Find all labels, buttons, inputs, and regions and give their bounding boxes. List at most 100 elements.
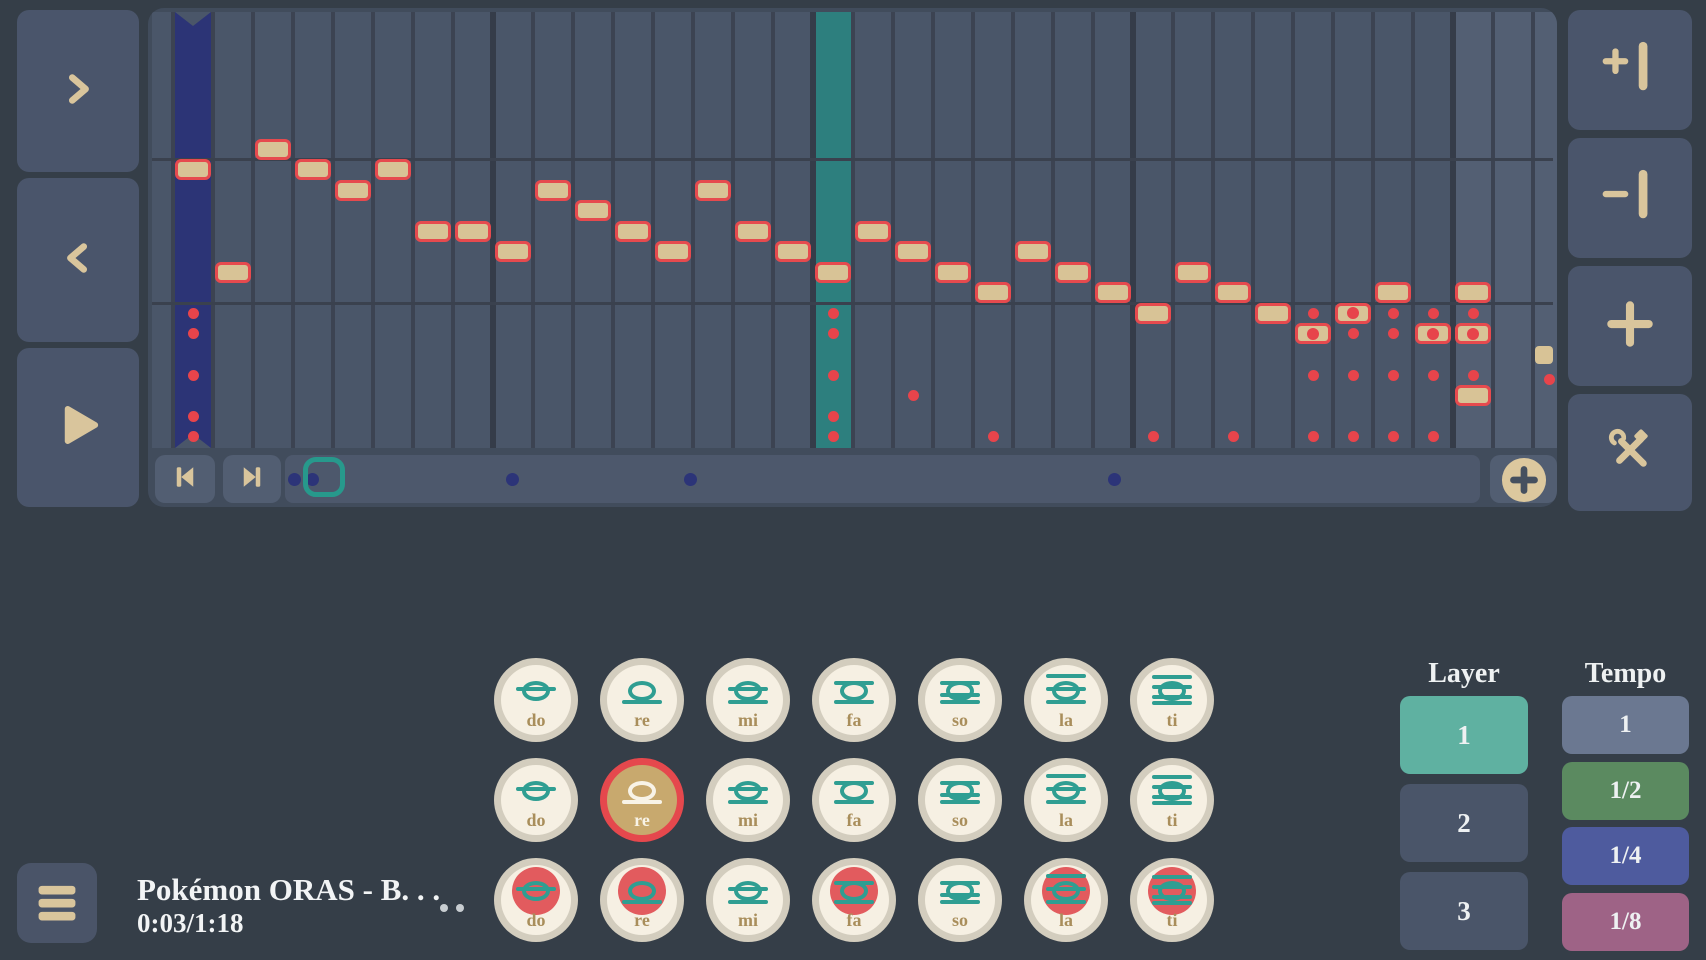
grid-note[interactable]	[455, 220, 491, 242]
tempo-button-1-2[interactable]: 1/2	[1562, 762, 1689, 820]
menu-button[interactable]	[17, 863, 97, 943]
layer-panel-title: Layer	[1428, 658, 1500, 689]
grid-note[interactable]	[1295, 323, 1331, 345]
note-button-la-low[interactable]: la	[1024, 858, 1108, 942]
grid-note[interactable]	[255, 138, 291, 160]
add-section-button[interactable]	[1490, 455, 1557, 503]
note-button-mi-high[interactable]: mi	[706, 658, 790, 742]
minimap-section-dot[interactable]	[683, 472, 697, 486]
note-button-mi-middle[interactable]: mi	[706, 758, 790, 842]
remove-bar-button[interactable]	[1568, 138, 1692, 258]
grid-note[interactable]	[1175, 261, 1211, 283]
note-button-so-high[interactable]: so	[918, 658, 1002, 742]
whole-note-icon	[622, 671, 662, 711]
note-button-mi-low[interactable]: mi	[706, 858, 790, 942]
grid-note[interactable]	[215, 261, 251, 283]
grid-note[interactable]	[695, 179, 731, 201]
layer-button-2[interactable]: 2	[1400, 784, 1528, 862]
staff-line	[728, 787, 768, 791]
grid-note[interactable]	[1455, 323, 1491, 345]
whole-note-icon	[1152, 671, 1192, 711]
note-button-ti-high[interactable]: ti	[1130, 658, 1214, 742]
grid-note[interactable]	[895, 241, 931, 263]
grid-note[interactable]	[495, 241, 531, 263]
minimap-section-dot[interactable]	[1107, 472, 1121, 486]
grid-note[interactable]	[175, 159, 211, 181]
ghost-note-dot	[1147, 431, 1159, 443]
note-button-fa-high[interactable]: fa	[812, 658, 896, 742]
note-button-do-low[interactable]: do	[494, 858, 578, 942]
play-button[interactable]	[17, 348, 139, 507]
tempo-button-1-4[interactable]: 1/4	[1562, 827, 1689, 885]
staff-line	[1152, 685, 1192, 689]
settings-button[interactable]	[1568, 394, 1692, 511]
grid-note[interactable]	[1255, 302, 1291, 324]
tempo-button-1[interactable]: 1	[1562, 696, 1689, 754]
note-button-ti-low[interactable]: ti	[1130, 858, 1214, 942]
note-button-re-high[interactable]: re	[600, 658, 684, 742]
staff-line	[622, 700, 662, 704]
note-button-ti-middle[interactable]: ti	[1130, 758, 1214, 842]
note-button-re-low[interactable]: re	[600, 858, 684, 942]
grid-note[interactable]	[1455, 282, 1491, 304]
column-separator	[171, 12, 175, 448]
add-bar-button[interactable]	[1568, 10, 1692, 130]
note-button-la-high[interactable]: la	[1024, 658, 1108, 742]
scroll-right-button[interactable]	[17, 10, 139, 172]
add-button[interactable]	[1568, 266, 1692, 386]
note-button-do-middle[interactable]: do	[494, 758, 578, 842]
grid-note[interactable]	[1375, 282, 1411, 304]
grid-note[interactable]	[815, 261, 851, 283]
column-separator	[1291, 12, 1295, 448]
grid-note[interactable]	[735, 220, 771, 242]
selection-column[interactable]	[175, 12, 211, 448]
grid-note[interactable]	[1335, 302, 1371, 324]
note-button-label: re	[634, 710, 650, 730]
ghost-note-dot	[1387, 307, 1399, 319]
note-button-fa-low[interactable]: fa	[812, 858, 896, 942]
note-grid[interactable]	[148, 8, 1557, 507]
grid-note[interactable]	[775, 241, 811, 263]
grid-note[interactable]	[575, 200, 611, 222]
minimap-bar[interactable]	[285, 455, 1480, 503]
note-button-la-middle[interactable]: la	[1024, 758, 1108, 842]
minimap-section-dot[interactable]	[505, 472, 519, 486]
grid-note[interactable]	[855, 220, 891, 242]
note-button-so-low[interactable]: so	[918, 858, 1002, 942]
tempo-button-1-8[interactable]: 1/8	[1562, 893, 1689, 951]
grid-note[interactable]	[1455, 385, 1491, 407]
grid-note[interactable]	[935, 261, 971, 283]
skip-to-start-button[interactable]	[155, 455, 215, 503]
grid-note[interactable]	[1095, 282, 1131, 304]
grid-note[interactable]	[1415, 323, 1451, 345]
note-button-re-middle[interactable]: re	[600, 758, 684, 842]
grid-note[interactable]	[1015, 241, 1051, 263]
grid-note[interactable]	[375, 159, 411, 181]
minimap-section-dot[interactable]	[287, 472, 301, 486]
minimap-section-dot[interactable]	[305, 472, 319, 486]
scroll-left-button[interactable]	[17, 178, 139, 342]
column-separator	[771, 12, 775, 448]
grid-note[interactable]	[415, 220, 451, 242]
layer-button-1[interactable]: 1	[1400, 696, 1528, 774]
note-button-fa-middle[interactable]: fa	[812, 758, 896, 842]
staff-line	[1152, 875, 1192, 879]
whole-note-icon	[940, 871, 980, 911]
song-time: 0:03/1:18	[137, 908, 244, 938]
grid-note[interactable]	[335, 179, 371, 201]
minimap-view-box[interactable]	[303, 457, 345, 497]
grid-note[interactable]	[615, 220, 651, 242]
skip-to-end-button[interactable]	[223, 455, 281, 503]
grid-note[interactable]	[655, 241, 691, 263]
grid-note[interactable]	[295, 159, 331, 181]
grid-note[interactable]	[1055, 261, 1091, 283]
grid-note[interactable]	[1135, 302, 1171, 324]
grid-note[interactable]	[975, 282, 1011, 304]
note-button-do-high[interactable]: do	[494, 658, 578, 742]
grid-note[interactable]	[1215, 282, 1251, 304]
layer-button-3[interactable]: 3	[1400, 872, 1528, 950]
song-title: Pokémon ORAS - B. . .	[137, 872, 441, 907]
note-button-so-middle[interactable]: so	[918, 758, 1002, 842]
grid-note[interactable]	[535, 179, 571, 201]
staff-line	[1152, 785, 1192, 789]
